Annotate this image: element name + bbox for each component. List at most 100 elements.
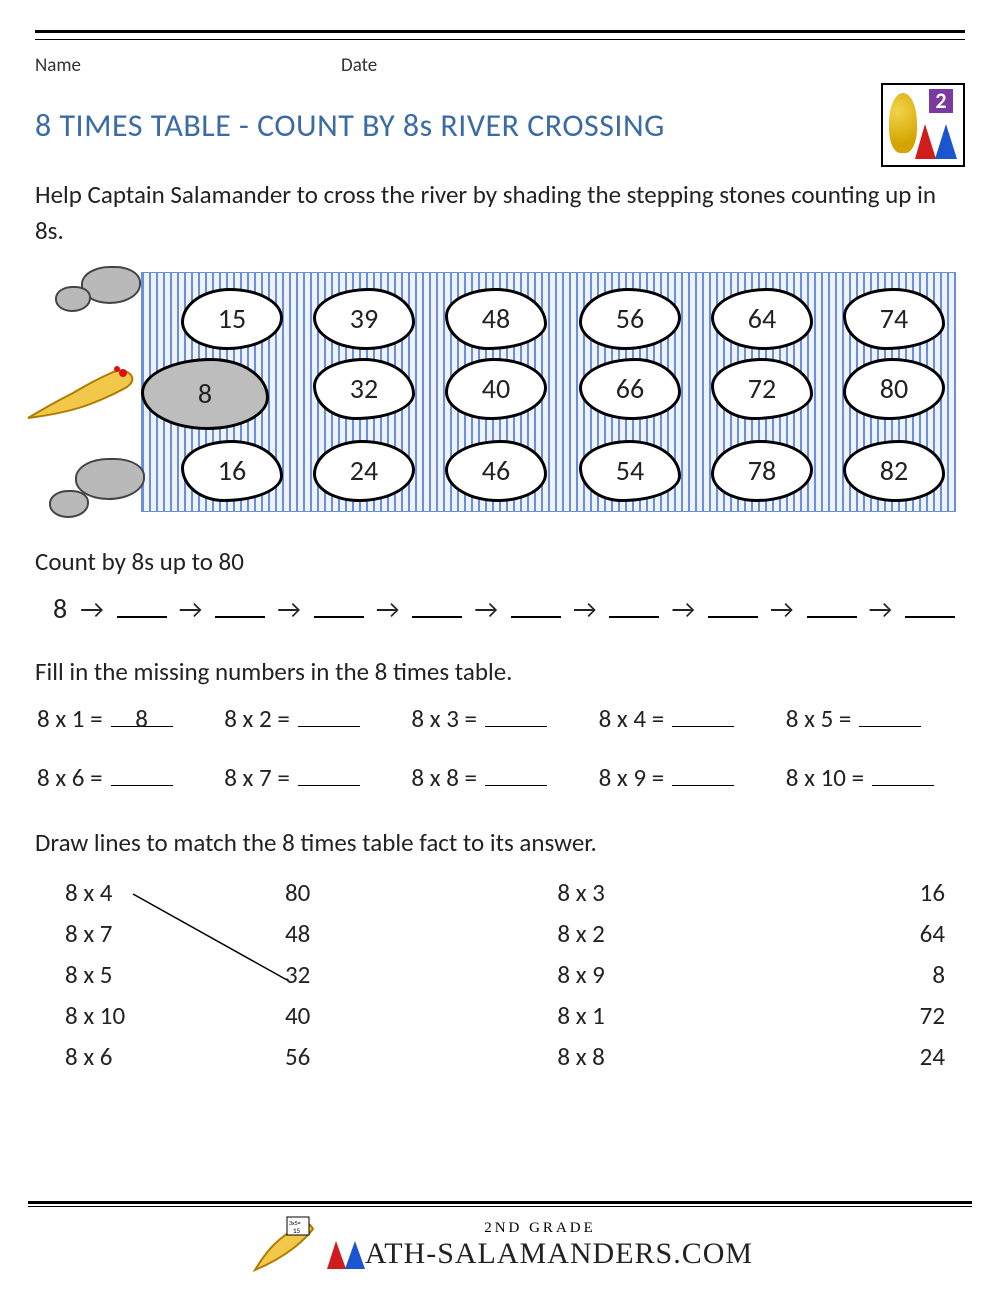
times-table-grid: 8 x 1 =88 x 2 =8 x 3 =8 x 4 =8 x 5 =8 x …	[37, 703, 963, 793]
fill-item: 8 x 1 = 8	[37, 703, 214, 734]
count-blank	[412, 596, 462, 618]
fill-expr: 8 x 7 =	[224, 762, 290, 793]
match-question: 8 x 6	[65, 1036, 285, 1077]
match-answer: 80	[285, 872, 557, 913]
fill-item: 8 x 8 =	[411, 762, 588, 793]
match-answer: 16	[798, 872, 945, 913]
fill-answer-blank	[672, 703, 734, 727]
salamander-icon	[889, 93, 917, 153]
top-rule-thin	[35, 39, 965, 40]
stepping-stone: 64	[711, 288, 813, 350]
fill-answer-blank	[485, 762, 547, 786]
arrow-icon: →	[376, 593, 401, 625]
match-row: 8 x 5328 x 98	[65, 954, 945, 995]
rock-icon	[75, 458, 145, 500]
fill-expr: 8 x 5 =	[786, 703, 852, 734]
fill-answer-blank	[872, 762, 934, 786]
match-question: 8 x 4	[65, 872, 285, 913]
match-question: 8 x 2	[557, 913, 798, 954]
fill-expr: 8 x 2 =	[224, 703, 290, 734]
count-start: 8	[53, 591, 68, 626]
grade-badge: 2	[929, 89, 953, 113]
match-row: 8 x 10408 x 172	[65, 995, 945, 1036]
stepping-stone: 46	[445, 440, 547, 502]
fill-item: 8 x 7 =	[224, 762, 401, 793]
fill-answer-blank	[672, 762, 734, 786]
match-answer: 24	[798, 1036, 945, 1077]
intro-text: Help Captain Salamander to cross the riv…	[35, 177, 965, 250]
fill-answer-blank	[485, 703, 547, 727]
match-question: 8 x 8	[557, 1036, 798, 1077]
match-answer: 56	[285, 1036, 557, 1077]
fill-item: 8 x 2 =	[224, 703, 401, 734]
match-answer: 72	[798, 995, 945, 1036]
footer-site: ATH-SALAMANDERS.COM	[327, 1237, 753, 1271]
salamander-icon	[23, 363, 143, 423]
arrow-icon: →	[277, 593, 302, 625]
match-question: 8 x 3	[557, 872, 798, 913]
arrow-icon: →	[474, 593, 499, 625]
arrow-icon: →	[573, 593, 598, 625]
fill-expr: 8 x 9 =	[599, 762, 665, 793]
count-blank	[511, 596, 561, 618]
match-table: 8 x 4808 x 3168 x 7488 x 2648 x 5328 x 9…	[65, 872, 945, 1077]
fill-expr: 8 x 6 =	[37, 762, 103, 793]
fill-answer-blank	[859, 703, 921, 727]
match-question: 8 x 5	[65, 954, 285, 995]
stepping-stone: 66	[579, 358, 681, 420]
fill-expr: 8 x 3 =	[411, 703, 477, 734]
date-label: Date	[341, 54, 377, 77]
arrow-icon: →	[80, 593, 105, 625]
count-by-8s-row: 8 → → → → → → → → →	[53, 591, 965, 626]
fill-answer-blank	[298, 703, 360, 727]
svg-text:15: 15	[293, 1226, 301, 1235]
m-logo-icon	[327, 1239, 365, 1269]
fill-expr: 8 x 1 =	[37, 703, 103, 734]
footer-rule-thin	[28, 1206, 972, 1207]
footer: 3x5= 15 2ND GRADE ATH-SALAMANDERS.COM	[0, 1201, 1000, 1280]
match-answer: 64	[798, 913, 945, 954]
match-activity: 8 x 4808 x 3168 x 7488 x 2648 x 5328 x 9…	[65, 872, 965, 1077]
match-question: 8 x 9	[557, 954, 798, 995]
arrow-icon: →	[869, 593, 894, 625]
match-answer: 48	[285, 913, 557, 954]
footer-site-text: ATH-SALAMANDERS.COM	[365, 1237, 753, 1270]
footer-logo: 3x5= 15 2ND GRADE ATH-SALAMANDERS.COM	[247, 1215, 753, 1275]
stepping-stone-start: 8	[141, 358, 269, 430]
fill-item: 8 x 3 =	[411, 703, 588, 734]
match-question: 8 x 7	[65, 913, 285, 954]
footer-grade: 2ND GRADE	[327, 1220, 753, 1237]
arrow-icon: →	[179, 593, 204, 625]
fill-answer-blank: 8	[111, 703, 173, 727]
footer-text-block: 2ND GRADE ATH-SALAMANDERS.COM	[327, 1220, 753, 1271]
footer-salamander-icon: 3x5= 15	[247, 1215, 317, 1275]
page-title: 8 TIMES TABLE - COUNT BY 8s RIVER CROSSI…	[35, 106, 665, 145]
name-label: Name	[35, 54, 81, 77]
match-row: 8 x 6568 x 824	[65, 1036, 945, 1077]
fill-expr: 8 x 10 =	[786, 762, 864, 793]
fill-expr: 8 x 8 =	[411, 762, 477, 793]
match-label: Draw lines to match the 8 times table fa…	[35, 827, 965, 858]
count-blank	[708, 596, 758, 618]
fill-answer-blank	[298, 762, 360, 786]
arrow-icon: →	[671, 593, 696, 625]
stepping-stone: 39	[313, 288, 415, 350]
count-blank	[609, 596, 659, 618]
stepping-stone: 82	[843, 440, 945, 502]
match-question: 8 x 1	[557, 995, 798, 1036]
title-row: 8 TIMES TABLE - COUNT BY 8s RIVER CROSSI…	[35, 83, 965, 167]
match-answer: 40	[285, 995, 557, 1036]
footer-rule-thick	[28, 1201, 972, 1204]
count-blank	[314, 596, 364, 618]
rock-icon	[49, 490, 89, 518]
match-question: 8 x 10	[65, 995, 285, 1036]
match-row: 8 x 4808 x 316	[65, 872, 945, 913]
name-date-row: Name Date	[35, 54, 965, 77]
fill-item: 8 x 10 =	[786, 762, 963, 793]
count-blank	[905, 596, 955, 618]
match-row: 8 x 7488 x 264	[65, 913, 945, 954]
count-blank	[807, 596, 857, 618]
rock-icon	[55, 286, 91, 312]
arrow-icon: →	[770, 593, 795, 625]
worksheet-page: Name Date 8 TIMES TABLE - COUNT BY 8s RI…	[0, 0, 1000, 1294]
